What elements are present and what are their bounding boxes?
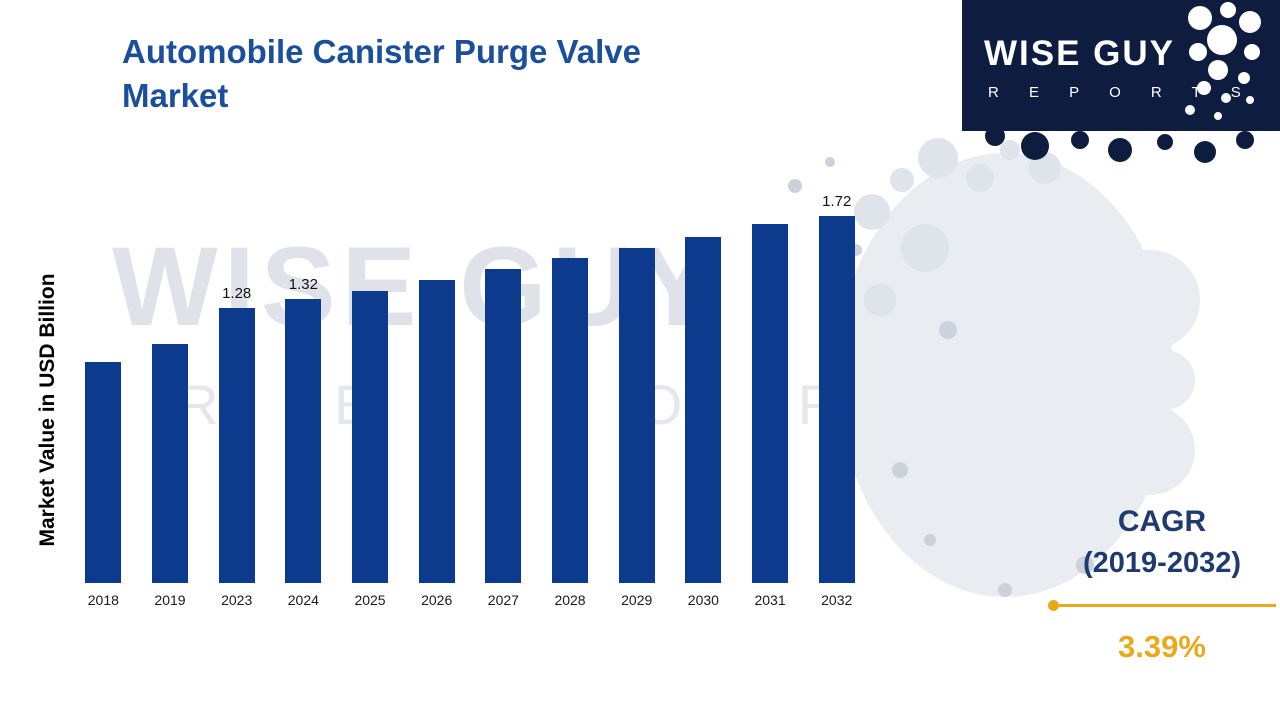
cagr-range: (2019-2032) <box>1083 547 1241 579</box>
x-tick-2025: 2025 <box>354 592 386 608</box>
x-tick-2019: 2019 <box>154 592 186 608</box>
watermark-wordmark: WISE GUY <box>112 224 721 349</box>
brand-logo: WISE GUY R E P O R T S <box>962 0 1280 131</box>
x-tick-2028: 2028 <box>554 592 586 608</box>
divider-line <box>1059 604 1276 607</box>
x-tick-2031: 2031 <box>754 592 786 608</box>
bar-2024 <box>285 299 322 583</box>
x-tick-2026: 2026 <box>421 592 453 608</box>
bar-2031 <box>752 224 789 583</box>
brand-wordmark: WISE GUY <box>984 34 1176 73</box>
bar-column-2029 <box>603 193 670 583</box>
bar-2029 <box>618 248 655 583</box>
brand-face-icon <box>1185 0 1280 131</box>
cagr-value: 3.39% <box>1118 629 1206 664</box>
cagr-divider <box>1048 600 1276 611</box>
x-tick-2032: 2032 <box>821 592 853 608</box>
bar-column-2032: 1.72 <box>803 193 870 583</box>
bar-2026 <box>418 280 455 583</box>
x-tick-2029: 2029 <box>621 592 653 608</box>
page-title: Automobile Canister Purge Valve Market <box>122 30 842 117</box>
bar-2032 <box>818 216 855 583</box>
bar-column-2030 <box>670 193 737 583</box>
page-title-line2: Market <box>122 76 229 114</box>
x-axis: 2018 2019 2023 2024 2025 2026 2027 2028 2029 2030… <box>70 592 870 608</box>
page-title-line1: Automobile Canister Purge Valve <box>122 33 641 70</box>
bar-value-label-2023: 1.28 <box>222 285 252 302</box>
bar-column-2026 <box>403 193 470 583</box>
bar-column-2025 <box>337 193 404 583</box>
x-tick-2027: 2027 <box>487 592 519 608</box>
bar-column-2024: 1.32 <box>270 193 337 583</box>
bar-column-2019 <box>137 193 204 583</box>
divider-dot-icon <box>1048 600 1059 611</box>
bar-2018 <box>85 362 122 583</box>
bar-column-2031 <box>737 193 804 583</box>
bar-value-label-2032: 1.72 <box>822 193 852 210</box>
cagr-block: CAGR (2019-2032) 3.39% <box>1048 505 1276 665</box>
bar-column-2023: 1.28 <box>203 193 270 583</box>
x-tick-2024: 2024 <box>287 592 319 608</box>
bar-column-2018 <box>70 193 137 583</box>
bar-2019 <box>152 344 188 583</box>
bar-value-label-2024: 1.32 <box>288 276 318 293</box>
bar-column-2028 <box>537 193 604 583</box>
bar-2023 <box>218 308 255 583</box>
bar-plot: 1.28 1.32 1.72 <box>70 193 870 583</box>
x-tick-2023: 2023 <box>221 592 253 608</box>
bar-column-2027 <box>470 193 537 583</box>
bar-2030 <box>685 237 722 583</box>
bar-2025 <box>352 291 389 583</box>
brand-reports-text: R E P O R T S <box>988 84 1254 101</box>
cagr-label: CAGR <box>1117 505 1207 538</box>
y-axis-label: Market Value in USD Billion <box>36 273 59 547</box>
x-tick-2030: 2030 <box>687 592 719 608</box>
x-tick-2018: 2018 <box>87 592 119 608</box>
bar-2028 <box>552 258 589 583</box>
bar-2027 <box>485 269 522 583</box>
